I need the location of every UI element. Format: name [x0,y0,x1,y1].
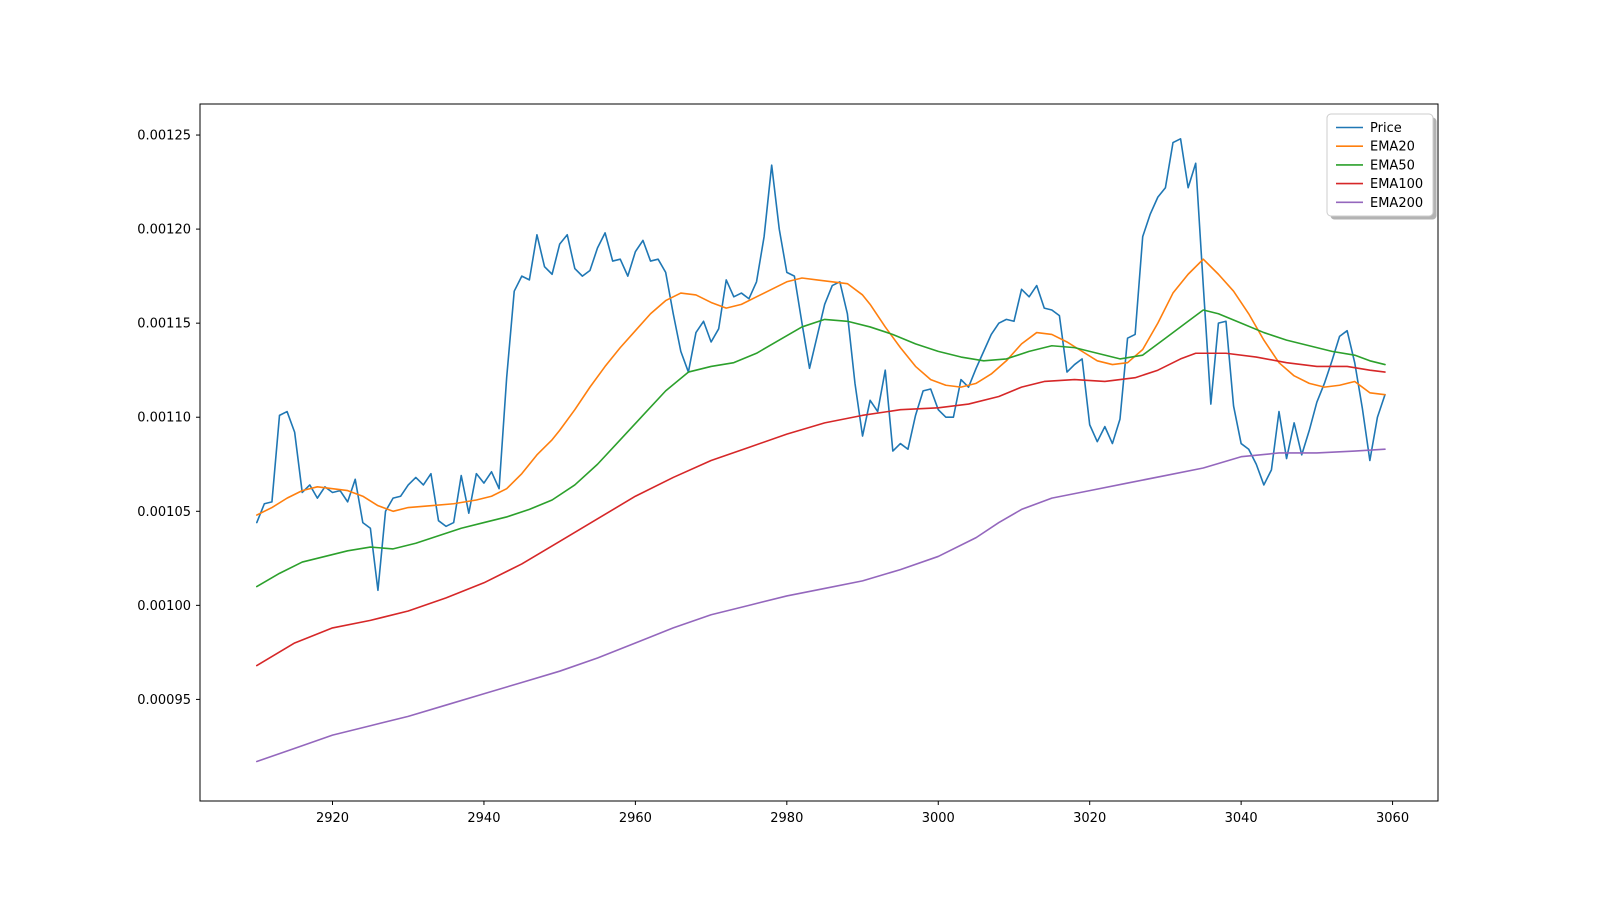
x-tick-label: 3040 [1225,811,1258,826]
x-tick-label: 3020 [1073,811,1106,826]
series-line-ema20 [255,258,1386,516]
x-tick-label: 3000 [922,811,955,826]
legend-label-price: Price [1370,121,1402,136]
y-tick-label: 0.00100 [137,599,191,614]
y-tick-label: 0.00115 [137,317,191,332]
x-tick-label: 2960 [619,811,652,826]
y-tick-label: 0.00110 [137,411,191,426]
legend-label-ema200: EMA200 [1370,196,1423,211]
y-tick-label: 0.00095 [137,693,191,708]
legend-label-ema100: EMA100 [1370,177,1423,192]
series-line-ema100 [255,352,1386,667]
x-tick-label: 2940 [467,811,500,826]
y-tick-label: 0.00105 [137,505,191,520]
y-tick-label: 0.00125 [137,129,191,144]
series-line-ema50 [255,309,1386,588]
x-tick-label: 2920 [316,811,349,826]
legend-box [1326,113,1434,217]
legend-label-ema20: EMA20 [1370,140,1415,155]
axes-frame [199,103,1439,802]
series-line-ema200 [255,448,1386,763]
legend-label-ema50: EMA50 [1370,158,1415,173]
x-tick-label: 3060 [1376,811,1409,826]
legend: Price EMA20 EMA50 EMA100 EMA200 [1326,113,1437,220]
x-tick-label: 2980 [770,811,803,826]
y-tick-label: 0.00120 [137,223,191,238]
